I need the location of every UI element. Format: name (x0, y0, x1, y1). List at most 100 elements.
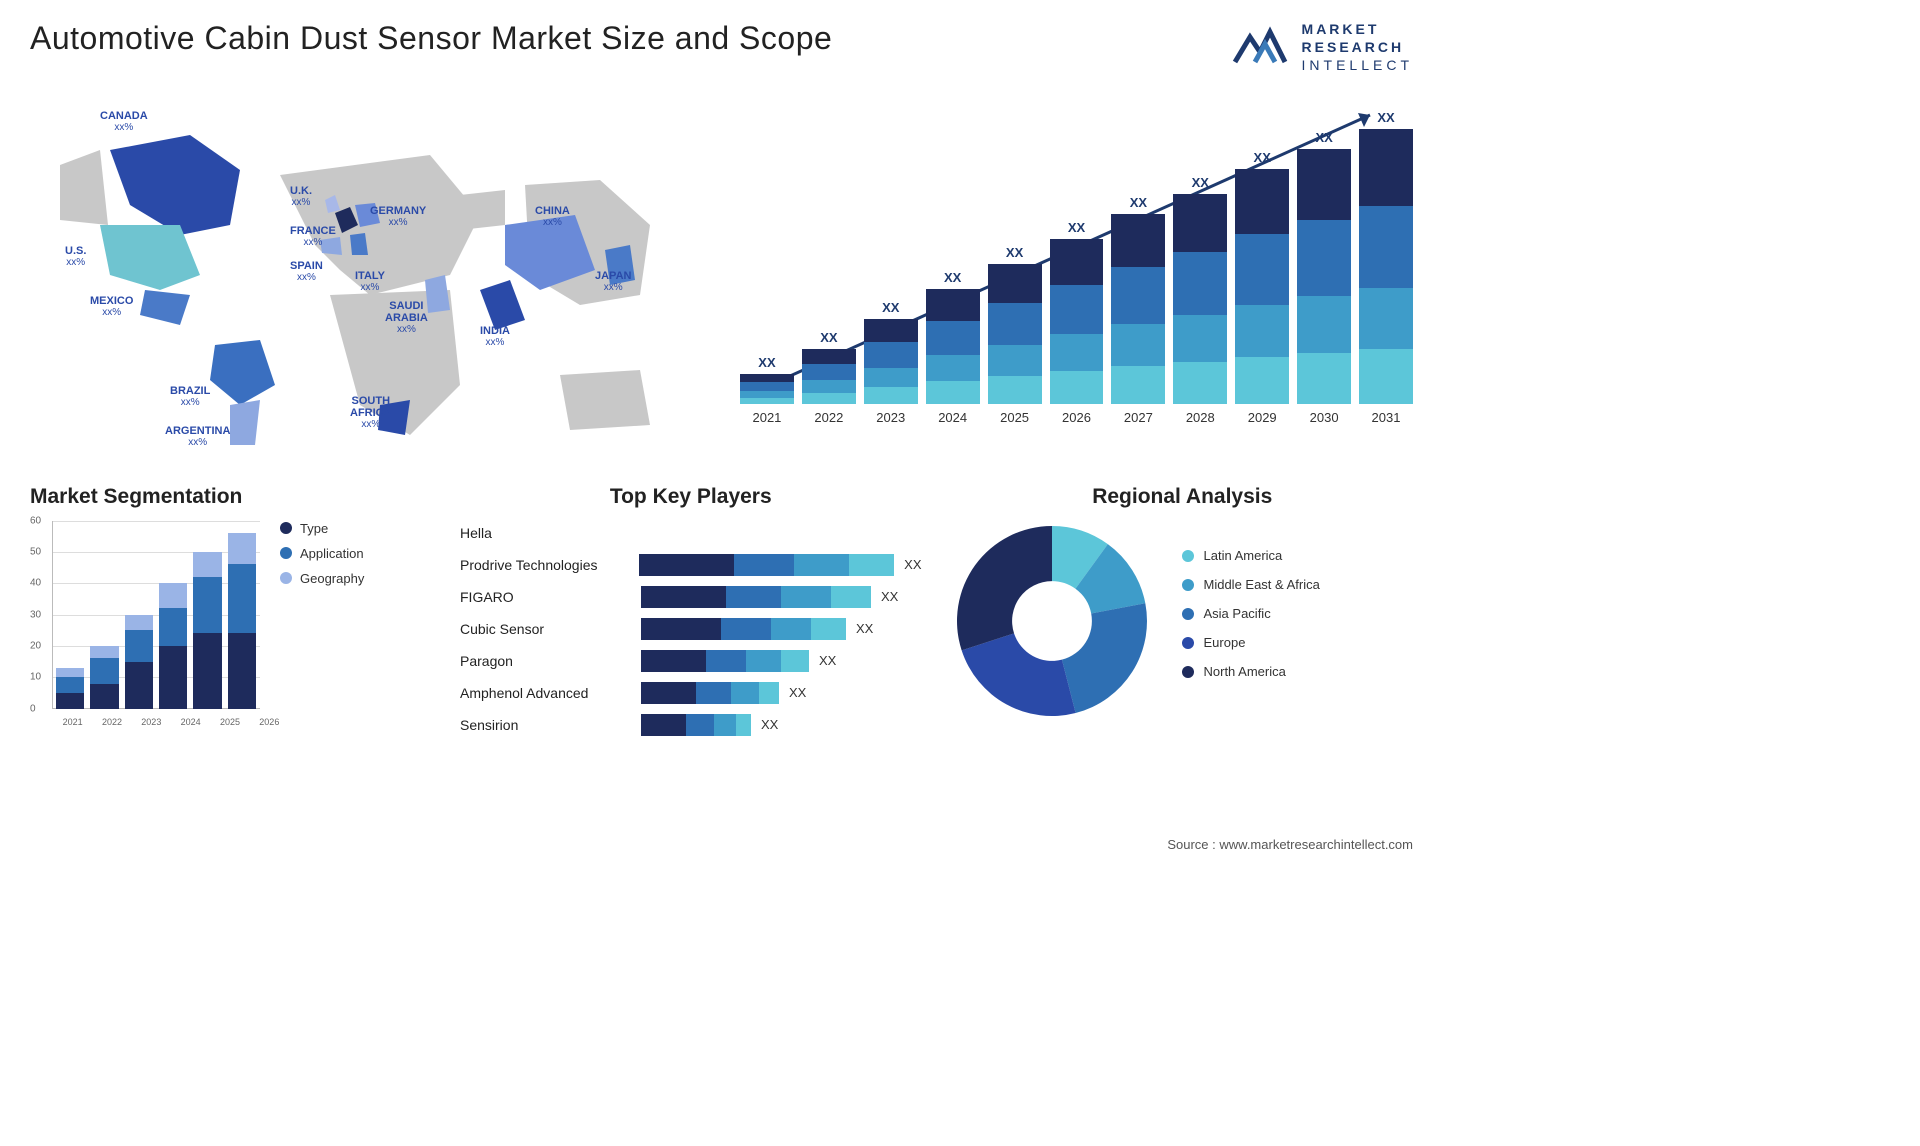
map-label: SOUTHAFRICAxx% (350, 395, 392, 430)
bar-segment (90, 658, 118, 683)
player-value: XX (789, 685, 806, 700)
bar-segment (1111, 267, 1165, 324)
main-bar-column: XX2024 (926, 270, 980, 425)
bar-segment (771, 618, 811, 640)
player-value: XX (904, 557, 921, 572)
x-axis-label: 2021 (56, 717, 89, 727)
legend-item: Application (280, 546, 364, 561)
bar-segment (56, 668, 84, 677)
bar-segment (1359, 206, 1413, 289)
bar-segment (90, 646, 118, 659)
player-bar (639, 554, 894, 576)
y-axis-tick: 30 (30, 609, 41, 620)
main-bar-column: XX2028 (1173, 175, 1227, 425)
bar-segment (1297, 149, 1351, 220)
legend-label: Asia Pacific (1204, 606, 1271, 621)
bar-segment (864, 368, 918, 387)
bar-segment (1359, 349, 1413, 404)
key-player-row: Prodrive TechnologiesXX (460, 553, 922, 577)
source-attribution: Source : www.marketresearchintellect.com (1167, 837, 1413, 852)
player-name: Sensirion (460, 717, 645, 733)
bar-segment (811, 618, 846, 640)
year-label: 2024 (938, 410, 967, 425)
bar-segment (706, 650, 746, 672)
bar-segment (641, 682, 696, 704)
legend-item: Type (280, 521, 364, 536)
bar-segment (159, 646, 187, 709)
bar-value-label: XX (1006, 245, 1023, 260)
x-axis-label: 2022 (95, 717, 128, 727)
segmentation-chart: 0102030405060202120222023202420252026 (30, 521, 260, 731)
map-label: BRAZILxx% (170, 385, 210, 408)
bar-segment (1359, 129, 1413, 206)
bar-segment (864, 319, 918, 343)
key-player-row: Hella (460, 521, 922, 545)
bar-segment (1050, 239, 1104, 285)
bottom-row: Market Segmentation 01020304050602021202… (30, 485, 1413, 745)
bar-segment (731, 682, 759, 704)
bar-segment (1297, 296, 1351, 352)
main-bar-column: XX2029 (1235, 150, 1289, 425)
legend-item: Europe (1182, 635, 1320, 650)
bar-segment (864, 342, 918, 368)
legend-swatch (280, 547, 292, 559)
legend-item: Geography (280, 571, 364, 586)
bar-segment (1173, 362, 1227, 404)
year-label: 2031 (1372, 410, 1401, 425)
legend-swatch (1182, 579, 1194, 591)
bar-segment (736, 714, 751, 736)
bar-segment (926, 381, 980, 404)
brand-logo: MARKET RESEARCH INTELLECT (1230, 20, 1413, 75)
legend-item: Asia Pacific (1182, 606, 1320, 621)
main-bar-column: XX2022 (802, 330, 856, 425)
bar-segment (781, 650, 809, 672)
bar-segment (759, 682, 779, 704)
stacked-bar (1359, 129, 1413, 404)
bar-segment (1173, 315, 1227, 361)
player-value: XX (761, 717, 778, 732)
bar-segment (926, 321, 980, 356)
bar-segment (193, 552, 221, 577)
year-label: 2029 (1248, 410, 1277, 425)
bar-segment (726, 586, 781, 608)
bar-segment (1050, 371, 1104, 404)
bar-segment (641, 714, 686, 736)
bar-segment (641, 586, 726, 608)
bar-segment (1173, 194, 1227, 253)
map-label: ARGENTINAxx% (165, 425, 230, 448)
year-label: 2026 (1062, 410, 1091, 425)
y-axis-tick: 40 (30, 578, 41, 589)
bar-segment (193, 633, 221, 708)
map-label: CHINAxx% (535, 205, 570, 228)
bar-segment (1111, 214, 1165, 267)
page-title: Automotive Cabin Dust Sensor Market Size… (30, 20, 832, 57)
stacked-bar (1235, 169, 1289, 404)
stacked-bar (864, 319, 918, 404)
bar-segment (746, 650, 781, 672)
main-bar-column: XX2027 (1111, 195, 1165, 425)
bar-segment (1235, 357, 1289, 404)
bar-segment (228, 533, 256, 564)
bar-segment (90, 684, 118, 709)
legend-label: Middle East & Africa (1204, 577, 1320, 592)
bar-segment (56, 693, 84, 709)
bar-segment (714, 714, 736, 736)
bar-segment (802, 393, 856, 404)
key-players-panel: Top Key Players HellaProdrive Technologi… (460, 485, 922, 745)
segmentation-bar (228, 533, 256, 708)
bar-segment (1111, 366, 1165, 404)
stacked-bar (1050, 239, 1104, 404)
logo-icon (1230, 22, 1290, 72)
segmentation-bar (193, 552, 221, 709)
legend-swatch (1182, 666, 1194, 678)
legend-label: Geography (300, 571, 364, 586)
regional-donut-chart (952, 521, 1152, 721)
player-value: XX (881, 589, 898, 604)
logo-text: MARKET RESEARCH INTELLECT (1302, 20, 1413, 75)
key-player-row: Sensirion XX (460, 713, 922, 737)
main-bar-column: XX2021 (740, 355, 794, 425)
key-player-row: Amphenol AdvancedXX (460, 681, 922, 705)
main-bar-column: XX2026 (1050, 220, 1104, 425)
stacked-bar (740, 374, 794, 404)
bar-segment (926, 289, 980, 321)
